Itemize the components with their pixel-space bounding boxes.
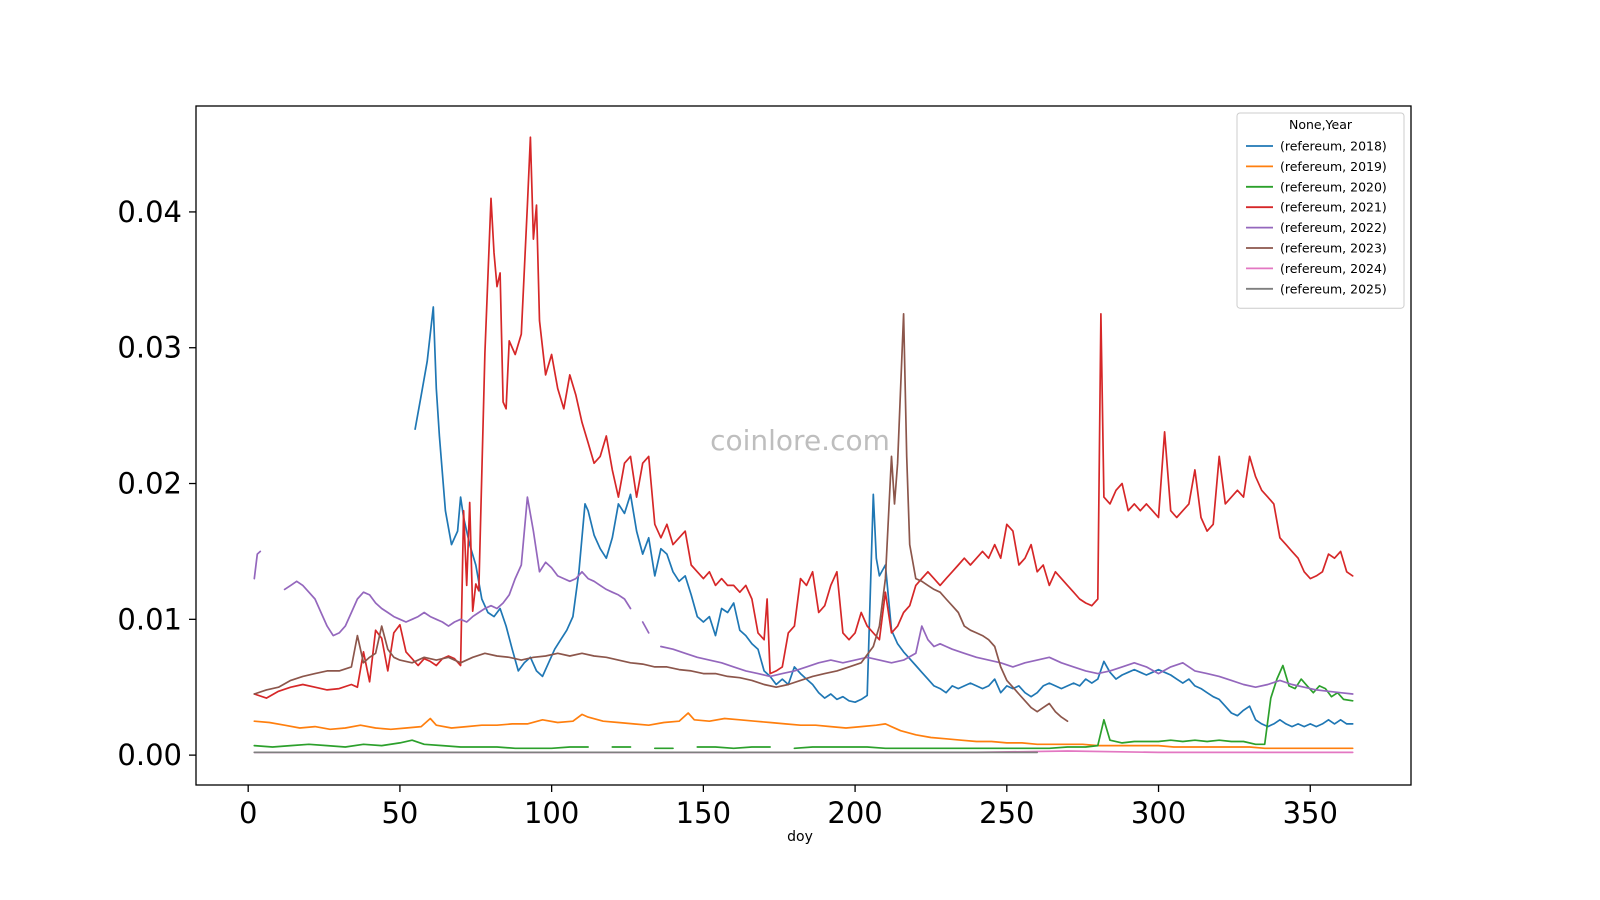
legend-label-refereum-2019: (refereum, 2019) bbox=[1280, 159, 1387, 174]
legend-label-refereum-2023: (refereum, 2023) bbox=[1280, 241, 1387, 256]
y-tick-label: 0.04 bbox=[117, 195, 182, 229]
x-tick-label: 100 bbox=[524, 796, 579, 830]
series-line-refereum-2020 bbox=[253, 664, 1354, 750]
series-line-refereum-2019 bbox=[253, 712, 1354, 750]
series-line-refereum-2022 bbox=[253, 496, 1354, 695]
legend-box bbox=[1236, 112, 1405, 309]
legend-label-refereum-2020: (refereum, 2020) bbox=[1280, 179, 1387, 194]
legend-title: None,Year bbox=[1289, 117, 1353, 132]
x-tick-label: 350 bbox=[1283, 796, 1338, 830]
x-tick-label: 0 bbox=[239, 796, 257, 830]
legend-label-refereum-2025: (refereum, 2025) bbox=[1280, 281, 1387, 296]
x-tick-label: 150 bbox=[676, 796, 731, 830]
series-line-refereum-2023 bbox=[253, 312, 1069, 723]
x-tick-label: 50 bbox=[381, 796, 418, 830]
x-tick-label: 300 bbox=[1131, 796, 1186, 830]
x-tick-label: 250 bbox=[979, 796, 1034, 830]
y-tick-label: 0.02 bbox=[117, 467, 182, 501]
legend: None,Year (refereum, 2018) (refereum, 2019… bbox=[1236, 112, 1405, 309]
series-line-refereum-2021 bbox=[253, 136, 1354, 699]
y-tick-label: 0.00 bbox=[117, 738, 182, 772]
legend-label-refereum-2024: (refereum, 2024) bbox=[1280, 261, 1387, 276]
legend-label-refereum-2022: (refereum, 2022) bbox=[1280, 220, 1387, 235]
series-line-refereum-2018 bbox=[414, 306, 1354, 728]
legend-label-refereum-2021: (refereum, 2021) bbox=[1280, 200, 1387, 215]
plot-border bbox=[195, 105, 1412, 786]
y-tick-label: 0.01 bbox=[117, 602, 182, 636]
y-tick-label: 0.03 bbox=[117, 331, 182, 365]
legend-label-refereum-2018: (refereum, 2018) bbox=[1280, 139, 1387, 154]
x-tick-label: 200 bbox=[827, 796, 882, 830]
watermark-text: coinlore.com bbox=[710, 424, 890, 457]
x-axis-label: doy bbox=[787, 829, 813, 845]
